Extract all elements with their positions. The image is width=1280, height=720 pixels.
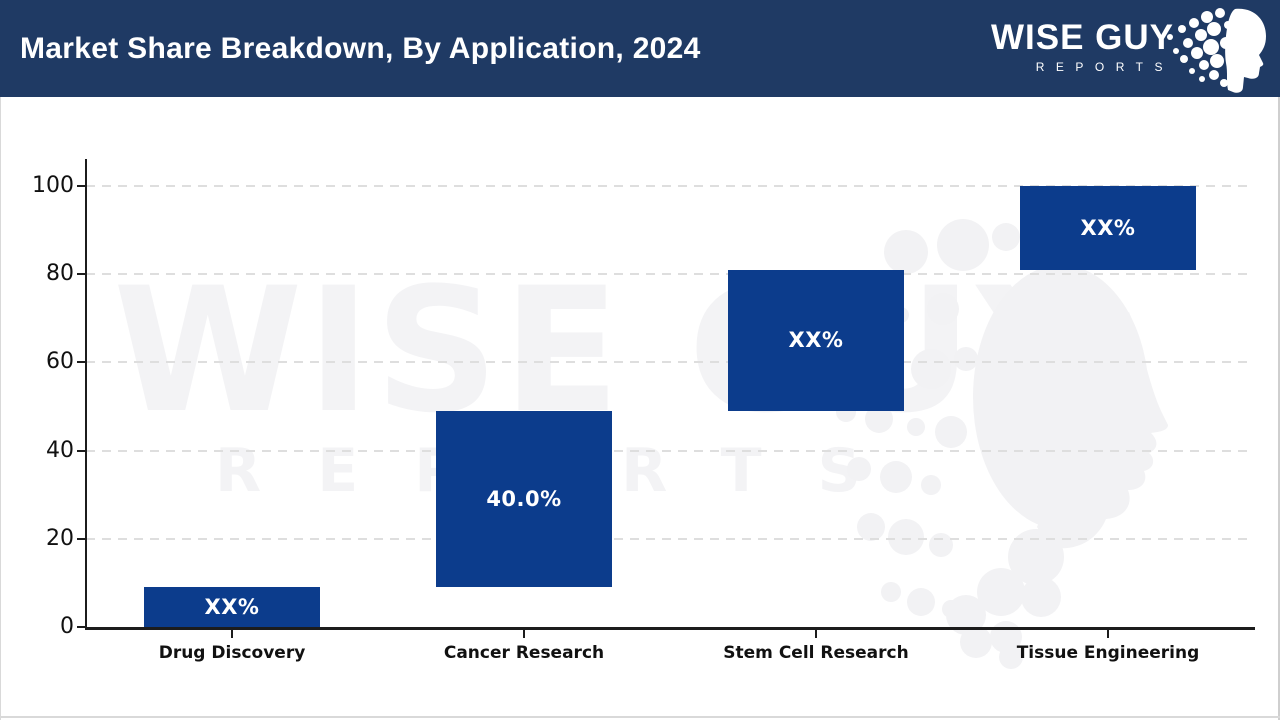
x-axis-label-2: Cancer Research [443, 643, 605, 663]
bar-tissue-engineering: XX% [1020, 186, 1196, 270]
bar-value-label: XX% [1080, 215, 1136, 240]
x-tick-mark-1 [231, 630, 233, 638]
y-tick-mark-60 [77, 361, 86, 364]
y-tick-label-100: 100 [32, 173, 74, 198]
gridline-y-100 [86, 185, 1254, 187]
bar-value-label: XX% [204, 595, 260, 620]
bar-cancer-research: 40.0% [436, 410, 612, 588]
x-tick-mark-3 [815, 630, 817, 638]
bar-value-label: 40.0% [486, 487, 562, 512]
y-tick-mark-20 [77, 537, 86, 540]
x-tick-mark-2 [523, 630, 525, 638]
y-tick-mark-100 [77, 185, 86, 187]
x-axis-label-4: Tissue Engineering [1016, 643, 1200, 663]
bar-stem-cell-research: XX% [728, 269, 904, 411]
x-axis-line [85, 627, 1255, 630]
logo-name: WISE GUY [990, 17, 1174, 57]
y-tick-mark-40 [77, 449, 86, 452]
page-title: Market Share Breakdown, By Application, … [20, 31, 701, 65]
gridline-y-80 [86, 273, 1254, 276]
y-tick-mark-80 [77, 273, 86, 276]
x-axis-label-3: Stem Cell Research [723, 643, 909, 663]
y-tick-label-60: 60 [46, 349, 74, 375]
bar-value-label: XX% [788, 328, 844, 353]
wiseguy-logo: WISE GUY REPORTS [991, 3, 1270, 95]
header: Market Share Breakdown, By Application, … [0, 0, 1280, 97]
gridline-y-40 [86, 449, 1254, 452]
y-tick-label-80: 80 [46, 261, 74, 287]
gridline-y-60 [86, 361, 1254, 364]
x-axis-label-1: Drug Discovery [158, 643, 306, 663]
x-tick-mark-4 [1107, 630, 1109, 638]
y-tick-label-40: 40 [46, 437, 74, 463]
logo-wordmark: WISE GUY REPORTS [991, 20, 1174, 74]
bottom-divider [0, 716, 1280, 718]
logo-subtext: REPORTS [1035, 59, 1174, 74]
logo-face-icon [1167, 7, 1266, 93]
bar-drug-discovery: XX% [144, 587, 320, 627]
y-axis-line [85, 159, 87, 629]
y-tick-mark-0 [77, 626, 86, 628]
y-tick-label-0: 0 [60, 614, 74, 639]
y-tick-label-20: 20 [46, 525, 74, 551]
gridline-y-20 [86, 537, 1254, 540]
